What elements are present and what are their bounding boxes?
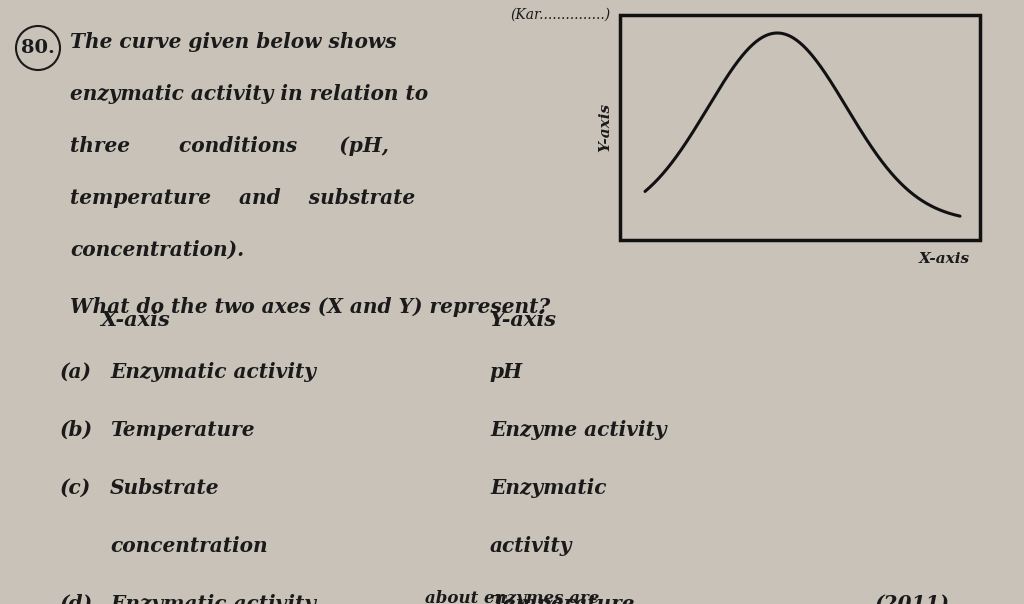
Text: concentration).: concentration).: [70, 240, 244, 260]
Text: concentration: concentration: [110, 536, 267, 556]
Text: Y-axis: Y-axis: [598, 103, 612, 152]
Text: activity: activity: [490, 536, 572, 556]
Text: Temperature: Temperature: [490, 594, 635, 604]
Text: enzymatic activity in relation to: enzymatic activity in relation to: [70, 84, 428, 104]
Text: Substrate: Substrate: [110, 478, 219, 498]
Text: Enzymatic: Enzymatic: [490, 478, 606, 498]
Text: The curve given below shows: The curve given below shows: [70, 32, 396, 52]
Text: X-axis: X-axis: [100, 310, 170, 330]
Text: temperature    and    substrate: temperature and substrate: [70, 188, 415, 208]
Text: about enzymes are: about enzymes are: [425, 590, 599, 604]
Text: Y-axis: Y-axis: [490, 310, 557, 330]
Text: pH: pH: [490, 362, 523, 382]
Text: (c): (c): [60, 478, 91, 498]
Text: (d): (d): [60, 594, 93, 604]
Bar: [620, 15, 980, 240]
Text: Enzymatic activity: Enzymatic activity: [110, 362, 316, 382]
Text: (2011): (2011): [874, 594, 950, 604]
Text: Enzymatic activity: Enzymatic activity: [110, 594, 316, 604]
Text: Enzyme activity: Enzyme activity: [490, 420, 667, 440]
Text: (b): (b): [60, 420, 93, 440]
Text: 80.: 80.: [22, 39, 55, 57]
Text: (Kar...............): (Kar...............): [510, 8, 610, 22]
Text: What do the two axes (X and Y) represent?: What do the two axes (X and Y) represent…: [70, 297, 550, 317]
Text: (a): (a): [60, 362, 92, 382]
Text: X-axis: X-axis: [919, 252, 970, 266]
Text: Temperature: Temperature: [110, 420, 255, 440]
Text: three       conditions      (pH,: three conditions (pH,: [70, 136, 389, 156]
